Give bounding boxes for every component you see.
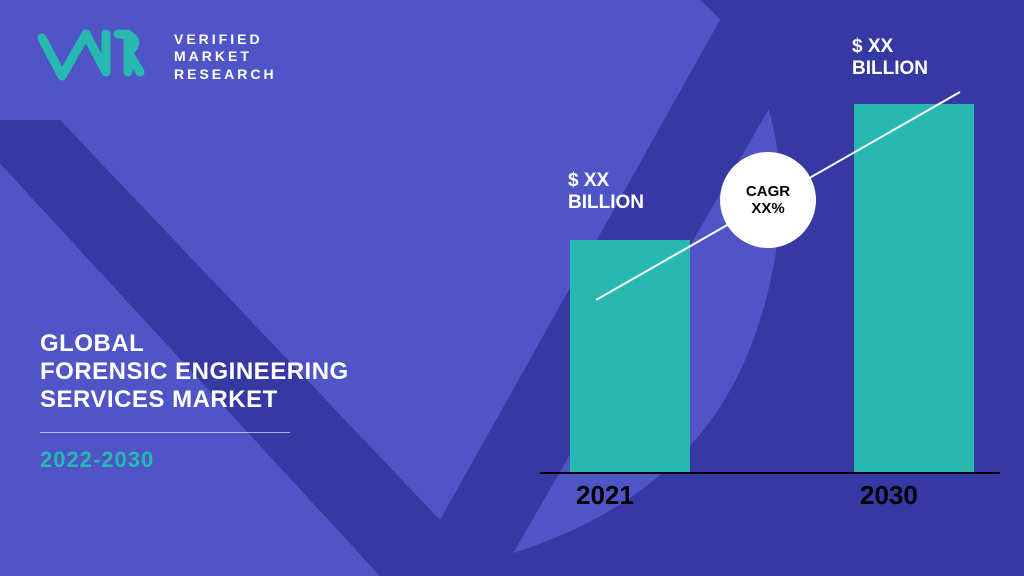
trend-line — [0, 0, 1024, 576]
cagr-badge: CAGR XX% — [720, 152, 816, 248]
infographic-canvas: VERIFIED MARKET RESEARCH GLOBAL FORENSIC… — [0, 0, 1024, 576]
cagr-value: XX% — [751, 200, 784, 217]
cagr-label: CAGR — [746, 183, 790, 200]
